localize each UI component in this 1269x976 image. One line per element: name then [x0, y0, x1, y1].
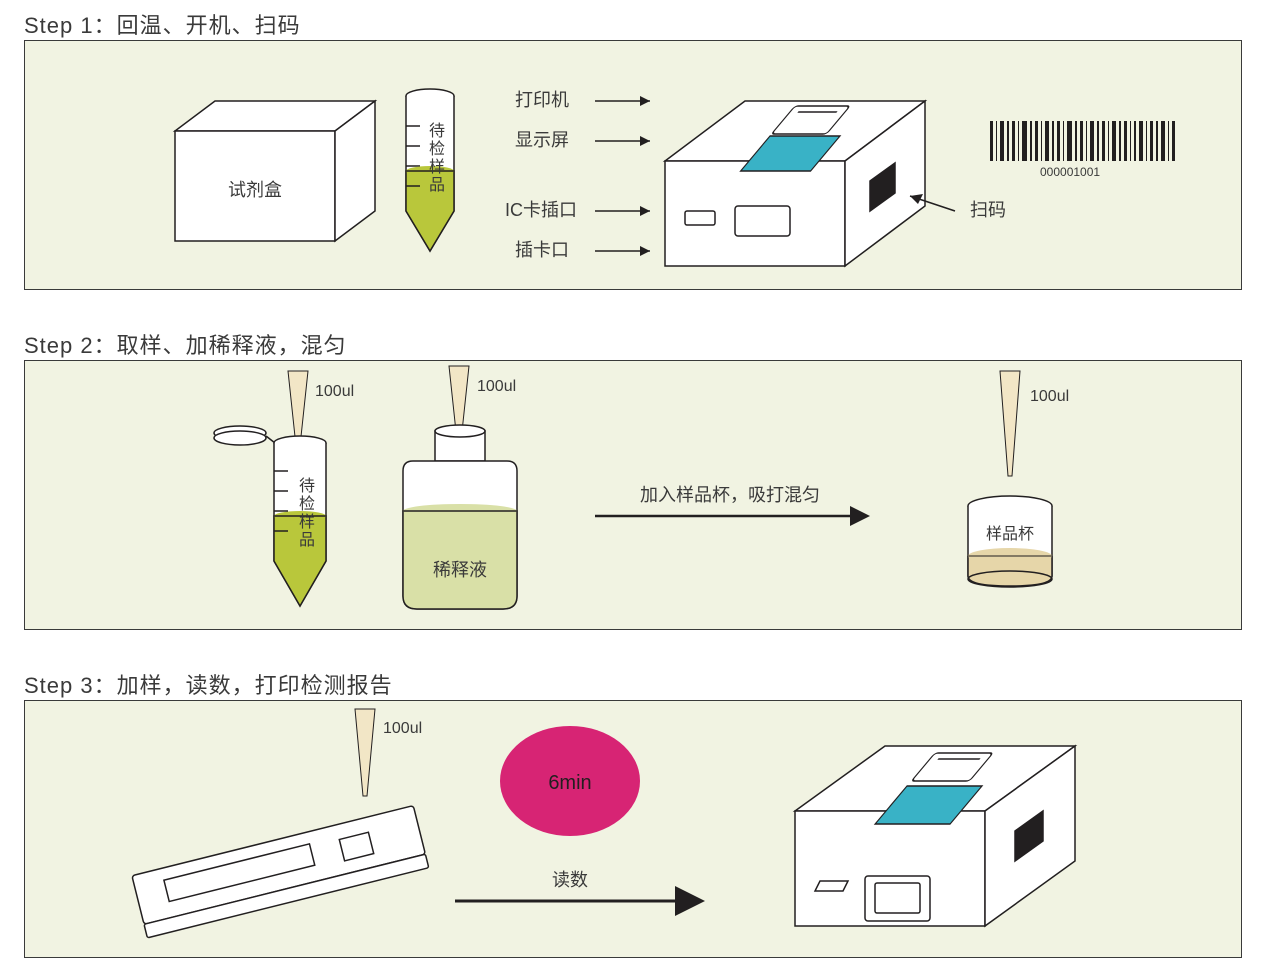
- step1-svg: 试剂盒 待 检 样 品 打印机 显示屏 IC卡插口 插卡口: [25, 41, 1243, 291]
- step3-panel: 100ul 6min 读数: [24, 700, 1242, 958]
- ic-slot-label: IC卡插口: [505, 200, 577, 220]
- barcode-icon: [990, 121, 1175, 161]
- step2-svg: 100ul 待 检 样 品: [25, 361, 1243, 631]
- device-icon: [665, 101, 925, 266]
- diluent-label: 稀释液: [433, 560, 487, 580]
- sample-tube-label-2: 检: [429, 140, 445, 158]
- step3-svg: 100ul 6min 读数: [25, 701, 1243, 959]
- sample-tube-label-3: 样: [429, 158, 445, 176]
- pipette-tip-1-icon: [288, 371, 308, 446]
- diluent-bottle-icon: [403, 425, 517, 609]
- vol-label-1: 100ul: [315, 383, 354, 400]
- barcode-number: 000001001: [1040, 165, 1100, 179]
- read-label: 读数: [552, 870, 588, 890]
- step2-panel: 100ul 待 检 样 品: [24, 360, 1242, 630]
- display-label: 显示屏: [515, 130, 569, 150]
- test-cassette-icon: [132, 806, 429, 938]
- printer-label: 打印机: [515, 90, 569, 110]
- card-slot-label: 插卡口: [515, 240, 569, 260]
- vol-label-3: 100ul: [1030, 388, 1069, 405]
- step1-title: Step 1：回温、开机、扫码: [24, 8, 301, 40]
- sample-tube2-label-2: 检: [299, 495, 315, 513]
- sample-tube-label-1: 待: [429, 122, 445, 140]
- mix-arrow: [595, 506, 870, 526]
- device2-icon: [795, 746, 1075, 926]
- vol-label-4: 100ul: [383, 720, 422, 737]
- vol-label-2: 100ul: [477, 378, 516, 395]
- scan-label: 扫码: [970, 200, 1006, 220]
- sample-tube2-label-3: 样: [299, 513, 315, 531]
- step2-title: Step 2：取样、加稀释液，混匀: [24, 328, 347, 360]
- kit-box-label: 试剂盒: [228, 180, 282, 200]
- sample-tube-label-4: 品: [429, 177, 445, 194]
- step3-title: Step 3：加样，读数，打印检测报告: [24, 668, 393, 700]
- step1-panel: 试剂盒 待 检 样 品 打印机 显示屏 IC卡插口 插卡口: [24, 40, 1242, 290]
- sample-cup-label: 样品杯: [986, 525, 1034, 543]
- kit-box-icon: [175, 101, 375, 241]
- timer-label: 6min: [548, 772, 591, 794]
- pipette-tip-4-icon: [355, 709, 375, 796]
- sample-tube2-label-4: 品: [299, 532, 315, 549]
- read-arrow: [455, 886, 705, 916]
- page: Step 1：回温、开机、扫码 试剂盒 待: [0, 0, 1269, 976]
- pipette-tip-3-icon: [1000, 371, 1020, 476]
- sample-tube2-label-1: 待: [299, 477, 315, 495]
- mix-action-label: 加入样品杯，吸打混匀: [640, 485, 820, 505]
